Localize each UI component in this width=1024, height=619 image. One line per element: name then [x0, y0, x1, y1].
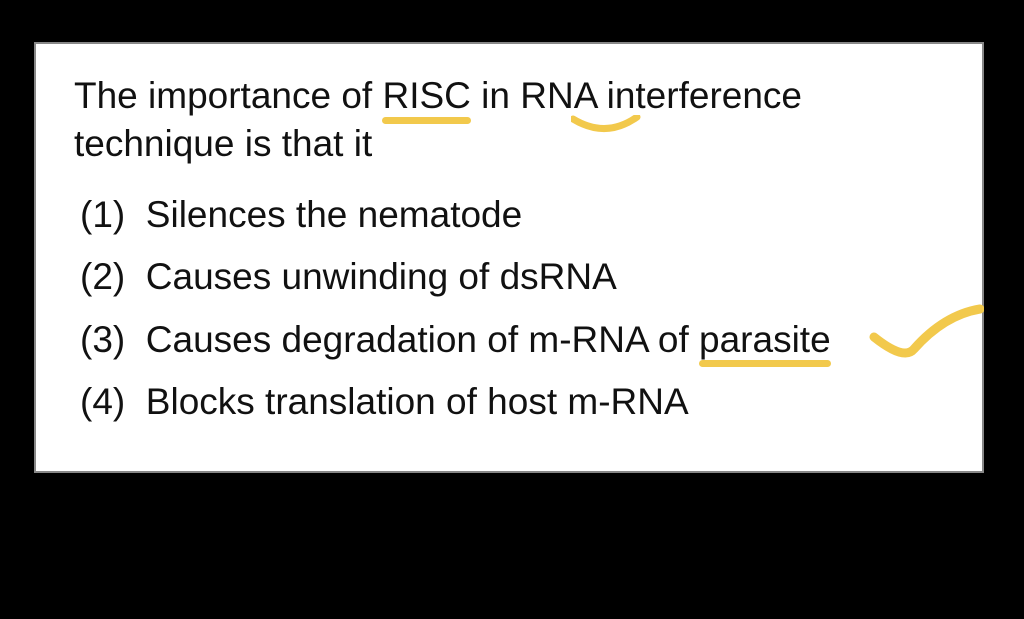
- option-text: Causes unwinding of dsRNA: [146, 256, 617, 297]
- option-num: (3): [80, 319, 125, 360]
- option-4[interactable]: (4) Blocks translation of host m-RNA: [74, 379, 944, 425]
- option-text: Causes degradation of m-RNA of: [146, 319, 699, 360]
- option-text: Blocks translation of host m-RNA: [146, 381, 689, 422]
- option-num: (2): [80, 256, 125, 297]
- option-2[interactable]: (2) Causes unwinding of dsRNA: [74, 254, 944, 300]
- option-1[interactable]: (1) Silences the nematode: [74, 192, 944, 238]
- option-text: Silences the nematode: [146, 194, 522, 235]
- question-prefix: The importance of: [74, 75, 382, 116]
- question-card: The importance of RISC in RNA interferen…: [34, 42, 984, 473]
- highlighted-term-parasite: parasite: [699, 317, 831, 363]
- checkmark-icon: [864, 303, 984, 363]
- question-wrap: The importance of RISC in RNA interferen…: [74, 72, 944, 168]
- highlighted-term-risc: RISC: [382, 72, 470, 120]
- question-text: The importance of RISC in RNA interferen…: [74, 72, 944, 168]
- option-num: (1): [80, 194, 125, 235]
- option-3[interactable]: (3) Causes degradation of m-RNA of paras…: [74, 317, 944, 363]
- option-num: (4): [80, 381, 125, 422]
